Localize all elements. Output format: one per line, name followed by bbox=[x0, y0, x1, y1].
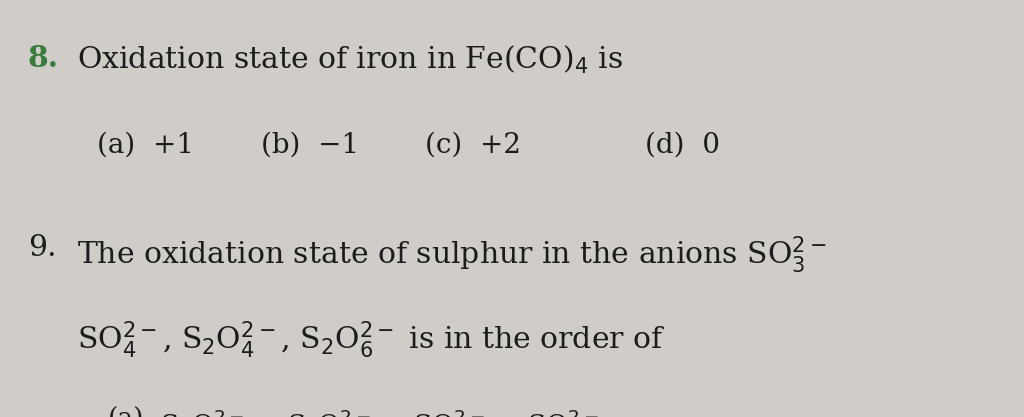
Text: S$_2$O$_4^{2-}$ > S$_2$O$_6^{2-}$ > SO$_4^{2-}$ > SO$_3^{2-}$: S$_2$O$_4^{2-}$ > S$_2$O$_6^{2-}$ > SO$_… bbox=[152, 407, 598, 417]
Text: (a): (a) bbox=[108, 407, 144, 417]
Text: The oxidation state of sulphur in the anions SO$_3^{2-}$: The oxidation state of sulphur in the an… bbox=[77, 234, 826, 274]
Text: (d)  0: (d) 0 bbox=[645, 131, 720, 158]
Text: 9.: 9. bbox=[28, 234, 56, 261]
Text: (c)  +2: (c) +2 bbox=[425, 131, 521, 158]
Text: Oxidation state of iron in Fe(CO)$_4$ is: Oxidation state of iron in Fe(CO)$_4$ is bbox=[77, 44, 623, 76]
Text: SO$_4^{2-}$, S$_2$O$_4^{2-}$, S$_2$O$_6^{2-}$ is in the order of: SO$_4^{2-}$, S$_2$O$_4^{2-}$, S$_2$O$_6^… bbox=[77, 319, 666, 360]
Text: (a)  +1: (a) +1 bbox=[97, 131, 195, 158]
Text: (b)  −1: (b) −1 bbox=[261, 131, 359, 158]
Text: 8.: 8. bbox=[28, 44, 58, 73]
